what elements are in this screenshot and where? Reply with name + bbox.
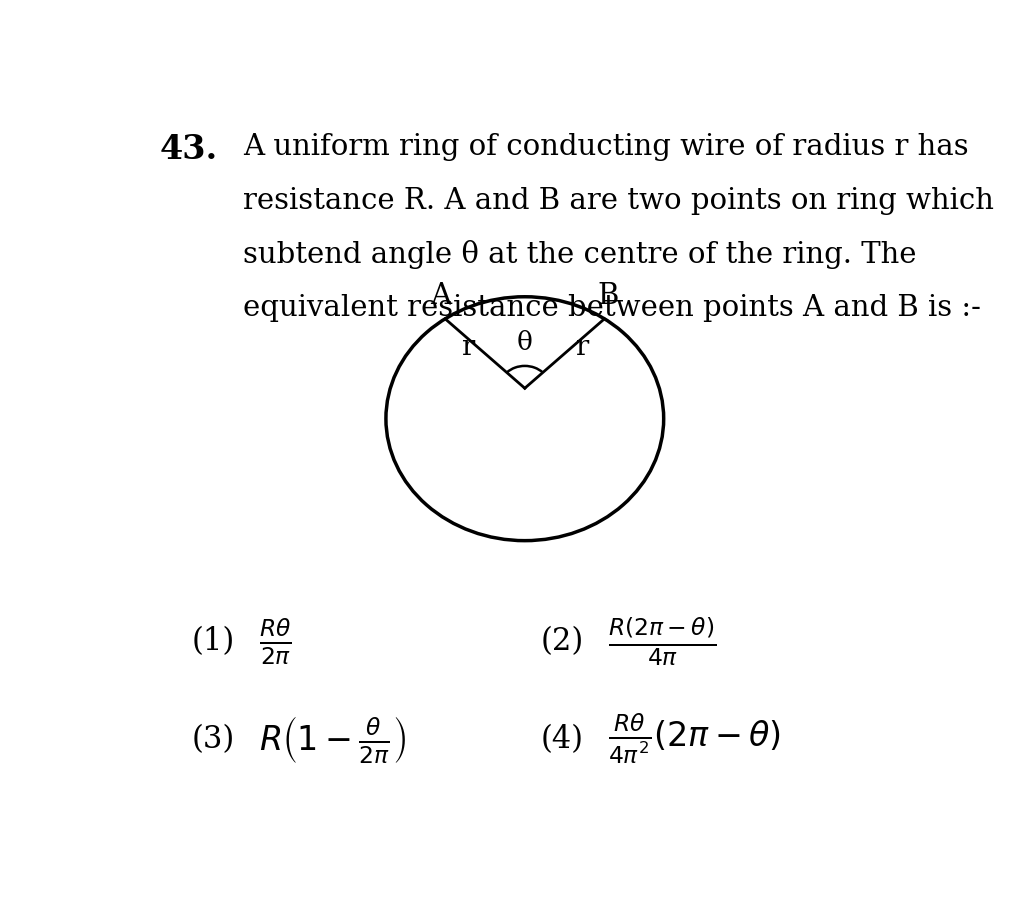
Text: (4): (4) (541, 724, 584, 755)
Text: (2): (2) (541, 626, 584, 657)
Text: A: A (431, 282, 452, 310)
Text: $R\left(1 - \frac{\theta}{2\pi}\right)$: $R\left(1 - \frac{\theta}{2\pi}\right)$ (259, 714, 406, 765)
Text: subtend angle θ at the centre of the ring. The: subtend angle θ at the centre of the rin… (243, 241, 916, 270)
Text: (3): (3) (191, 724, 234, 755)
Text: B: B (598, 282, 620, 310)
Text: r: r (575, 335, 589, 361)
Text: θ: θ (517, 330, 532, 356)
Text: A uniform ring of conducting wire of radius r has: A uniform ring of conducting wire of rad… (243, 133, 969, 161)
Text: $\frac{R\theta}{4\pi^2}(2\pi - \theta)$: $\frac{R\theta}{4\pi^2}(2\pi - \theta)$ (608, 712, 781, 767)
Text: 43.: 43. (160, 133, 218, 166)
Text: (1): (1) (191, 626, 234, 657)
Text: r: r (461, 335, 474, 361)
Text: $\frac{R(2\pi - \theta)}{4\pi}$: $\frac{R(2\pi - \theta)}{4\pi}$ (608, 615, 717, 668)
Text: resistance R. A and B are two points on ring which: resistance R. A and B are two points on … (243, 186, 994, 214)
Text: $\frac{R\theta}{2\pi}$: $\frac{R\theta}{2\pi}$ (259, 616, 292, 667)
Text: equivalent resistance between points A and B is :-: equivalent resistance between points A a… (243, 294, 981, 322)
